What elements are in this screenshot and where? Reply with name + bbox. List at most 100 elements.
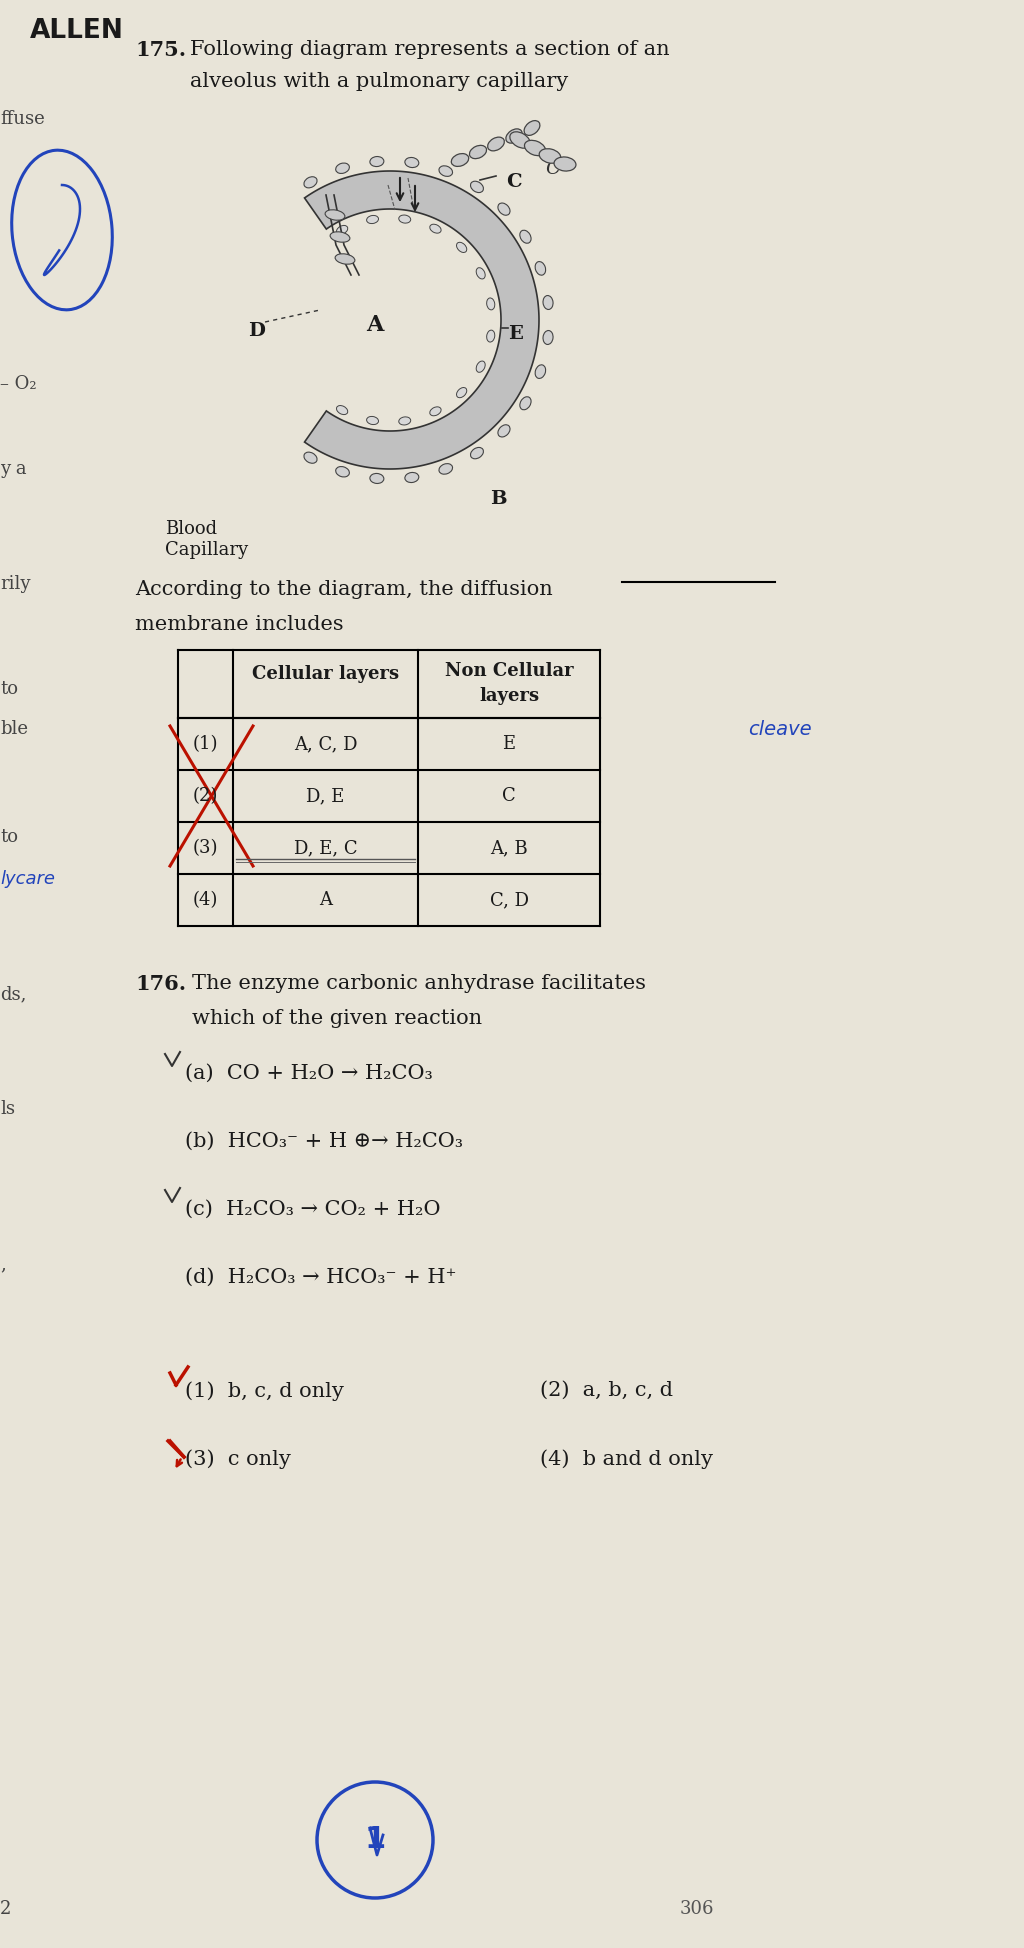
Ellipse shape [457, 242, 467, 253]
Ellipse shape [325, 210, 345, 220]
Text: C: C [545, 160, 560, 177]
Text: (4)  b and d only: (4) b and d only [540, 1449, 713, 1469]
Ellipse shape [543, 296, 553, 310]
Ellipse shape [336, 164, 349, 173]
Ellipse shape [367, 417, 379, 425]
Text: E: E [503, 734, 515, 754]
Text: A, C, D: A, C, D [294, 734, 357, 754]
Ellipse shape [404, 158, 419, 168]
Ellipse shape [452, 154, 469, 166]
Text: C: C [502, 787, 516, 805]
Ellipse shape [404, 473, 419, 483]
Ellipse shape [457, 388, 467, 397]
Ellipse shape [336, 466, 349, 477]
Ellipse shape [430, 407, 441, 415]
Ellipse shape [337, 226, 348, 234]
Ellipse shape [498, 425, 510, 436]
Text: rily: rily [0, 575, 31, 592]
Ellipse shape [370, 156, 384, 168]
Ellipse shape [487, 136, 505, 150]
Text: (2)  a, b, c, d: (2) a, b, c, d [540, 1381, 673, 1401]
Text: A, B: A, B [490, 840, 528, 857]
Text: (3): (3) [193, 840, 218, 857]
Ellipse shape [430, 224, 441, 234]
Text: ,: , [0, 1255, 6, 1272]
Text: Following diagram represents a section of an: Following diagram represents a section o… [190, 41, 670, 58]
Text: B: B [490, 491, 507, 508]
Ellipse shape [520, 230, 531, 244]
Text: (2): (2) [193, 787, 218, 805]
Text: membrane includes: membrane includes [135, 616, 344, 633]
Text: 175.: 175. [135, 41, 186, 60]
Ellipse shape [439, 464, 453, 473]
Text: (1): (1) [193, 734, 218, 754]
Text: E: E [508, 325, 523, 343]
Ellipse shape [524, 140, 546, 156]
Text: ble: ble [0, 721, 28, 738]
Text: which of the given reaction: which of the given reaction [193, 1009, 482, 1029]
Ellipse shape [540, 148, 561, 164]
Text: Cellular layers: Cellular layers [252, 664, 399, 684]
Text: D, E: D, E [306, 787, 345, 805]
Ellipse shape [510, 132, 530, 148]
Ellipse shape [498, 203, 510, 214]
Text: (a)  CO + H₂O → H₂CO₃: (a) CO + H₂O → H₂CO₃ [185, 1064, 433, 1083]
Text: A: A [319, 890, 332, 910]
Text: (3)  c only: (3) c only [185, 1449, 291, 1469]
Text: lycare: lycare [0, 871, 55, 888]
Ellipse shape [520, 397, 531, 409]
Text: to: to [0, 680, 18, 697]
Text: layers: layers [479, 688, 539, 705]
Ellipse shape [304, 177, 317, 187]
Ellipse shape [398, 417, 411, 425]
Ellipse shape [476, 267, 485, 279]
Text: alveolus with a pulmonary capillary: alveolus with a pulmonary capillary [190, 72, 568, 92]
Text: C: C [506, 173, 521, 191]
Ellipse shape [476, 360, 485, 372]
Ellipse shape [370, 473, 384, 483]
Text: 176.: 176. [135, 974, 186, 993]
Text: ls: ls [0, 1101, 15, 1118]
Text: Non Cellular: Non Cellular [444, 662, 573, 680]
Ellipse shape [506, 129, 522, 142]
Text: A: A [367, 314, 384, 335]
Ellipse shape [554, 158, 575, 171]
Text: 306: 306 [680, 1899, 715, 1919]
Text: (4): (4) [193, 890, 218, 910]
Text: C, D: C, D [489, 890, 528, 910]
Text: The enzyme carbonic anhydrase facilitates: The enzyme carbonic anhydrase facilitate… [193, 974, 646, 993]
Ellipse shape [337, 405, 348, 415]
Text: (d)  H₂CO₃ → HCO₃⁻ + H⁺: (d) H₂CO₃ → HCO₃⁻ + H⁺ [185, 1268, 457, 1288]
Text: 1: 1 [365, 1825, 386, 1854]
Ellipse shape [536, 364, 546, 378]
Ellipse shape [304, 452, 317, 464]
Text: (b)  HCO₃⁻ + H ⊕→ H₂CO₃: (b) HCO₃⁻ + H ⊕→ H₂CO₃ [185, 1132, 463, 1151]
Ellipse shape [335, 253, 355, 265]
Text: – O₂: – O₂ [0, 376, 37, 393]
Text: y a: y a [0, 460, 27, 477]
Text: Blood
Capillary: Blood Capillary [165, 520, 248, 559]
Text: D: D [248, 321, 265, 341]
Text: According to the diagram, the diffusion: According to the diagram, the diffusion [135, 581, 553, 598]
Ellipse shape [367, 216, 379, 224]
Ellipse shape [398, 214, 411, 224]
Ellipse shape [470, 448, 483, 460]
Ellipse shape [486, 329, 495, 343]
Text: to: to [0, 828, 18, 845]
Text: cleave: cleave [748, 721, 812, 738]
Ellipse shape [524, 121, 540, 136]
Text: 2: 2 [0, 1899, 11, 1919]
Text: ds,: ds, [0, 986, 27, 1003]
Ellipse shape [486, 298, 495, 310]
Text: D, E, C: D, E, C [294, 840, 357, 857]
Text: (c)  H₂CO₃ → CO₂ + H₂O: (c) H₂CO₃ → CO₂ + H₂O [185, 1200, 440, 1219]
Ellipse shape [469, 146, 486, 158]
Ellipse shape [470, 181, 483, 193]
Polygon shape [304, 171, 539, 469]
Text: ffuse: ffuse [0, 109, 45, 129]
Text: (1)  b, c, d only: (1) b, c, d only [185, 1381, 344, 1401]
Ellipse shape [536, 261, 546, 275]
Ellipse shape [439, 166, 453, 177]
Ellipse shape [543, 331, 553, 345]
Text: ALLEN: ALLEN [30, 18, 124, 45]
